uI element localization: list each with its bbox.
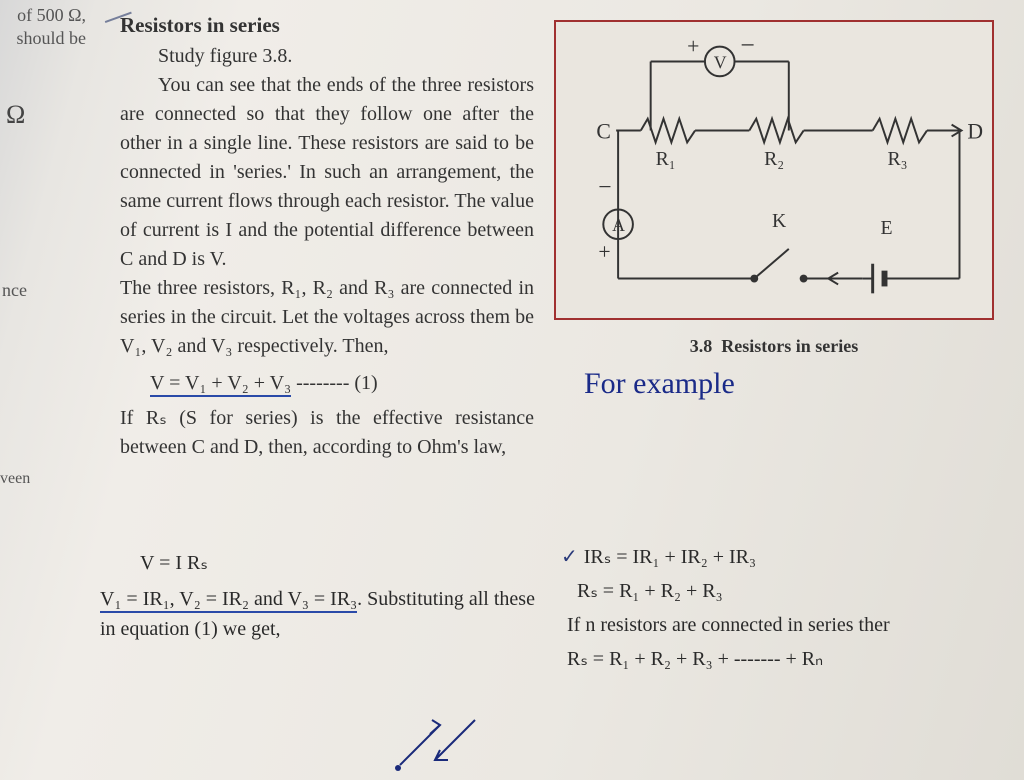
svg-text:E: E [881, 217, 893, 239]
svg-text:+: + [687, 35, 699, 59]
caption-text: Resistors in series [721, 336, 858, 356]
paragraph-4: V₁ = IR₁, V₂ = IR₂ and V₃ = IR₃. Substit… [100, 584, 537, 644]
margin-top-text: of 500 Ω, should be [0, 0, 90, 55]
svg-text:−: − [598, 175, 611, 201]
handwriting-note: For example [584, 367, 994, 401]
caption-num: 3.8 [690, 336, 713, 356]
svg-text:V: V [714, 52, 727, 72]
section-heading: Resistors in series [120, 10, 534, 40]
left-column: Resistors in series Study figure 3.8. Yo… [120, 10, 534, 462]
circuit-svg: + V − C R₁ R₂ [556, 22, 992, 318]
figure-caption: 3.8 Resistors in series [554, 336, 994, 357]
svg-text:+: + [598, 240, 610, 264]
svg-text:D: D [967, 119, 983, 143]
svg-text:A: A [612, 215, 625, 235]
svg-text:R₂: R₂ [764, 148, 784, 170]
svg-text:C: C [596, 119, 610, 143]
study-line: Study figure 3.8. [120, 42, 534, 71]
lower-left: V = I Rₛ V₁ = IR₁, V₂ = IR₂ and V₃ = IR₃… [100, 540, 537, 676]
pen-scribble [380, 710, 490, 780]
equation-2: V = I Rₛ [140, 548, 537, 578]
paragraph-3: If Rₛ (S for series) is the effective re… [120, 404, 534, 462]
eq-rn: Rₛ = R₁ + R₂ + R₃ + ‐‐‐‐‐‐‐ + Rₙ [567, 642, 1004, 676]
svg-text:R₁: R₁ [656, 148, 676, 170]
eq1-text: V = V₁ + V₂ + V₃ [150, 372, 291, 397]
lower-right: ✓IRₛ = IR₁ + IR₂ + IR₃ Rₛ = R₁ + R₂ + R₃… [567, 540, 1004, 676]
paragraph-1: You can see that the ends of the three r… [120, 71, 534, 274]
margin-nce: nce [2, 280, 27, 301]
svg-text:−: − [740, 31, 754, 60]
svg-text:K: K [772, 210, 787, 232]
right-column: + V − C R₁ R₂ [554, 10, 994, 462]
eq-irs: ✓IRₛ = IR₁ + IR₂ + IR₃ [567, 540, 1004, 574]
para4-underlined: V₁ = IR₁, V₂ = IR₂ and V₃ = IR₃ [100, 588, 357, 613]
para-n-resistors: If n resistors are connected in series t… [567, 608, 1004, 642]
margin-omega: Ω [6, 100, 25, 130]
paragraph-2: The three resistors, R₁, R₂ and R₃ are c… [120, 274, 534, 361]
eq1-tag: ‐‐‐‐‐‐‐‐ (1) [296, 372, 378, 394]
svg-text:R₃: R₃ [887, 148, 907, 170]
eq-rs: Rₛ = R₁ + R₂ + R₃ [567, 574, 1004, 608]
margin-veen: veen [0, 470, 30, 488]
circuit-diagram: + V − C R₁ R₂ [554, 20, 994, 320]
equation-1: V = V₁ + V₂ + V₃ ‐‐‐‐‐‐‐‐ (1) [150, 369, 534, 398]
